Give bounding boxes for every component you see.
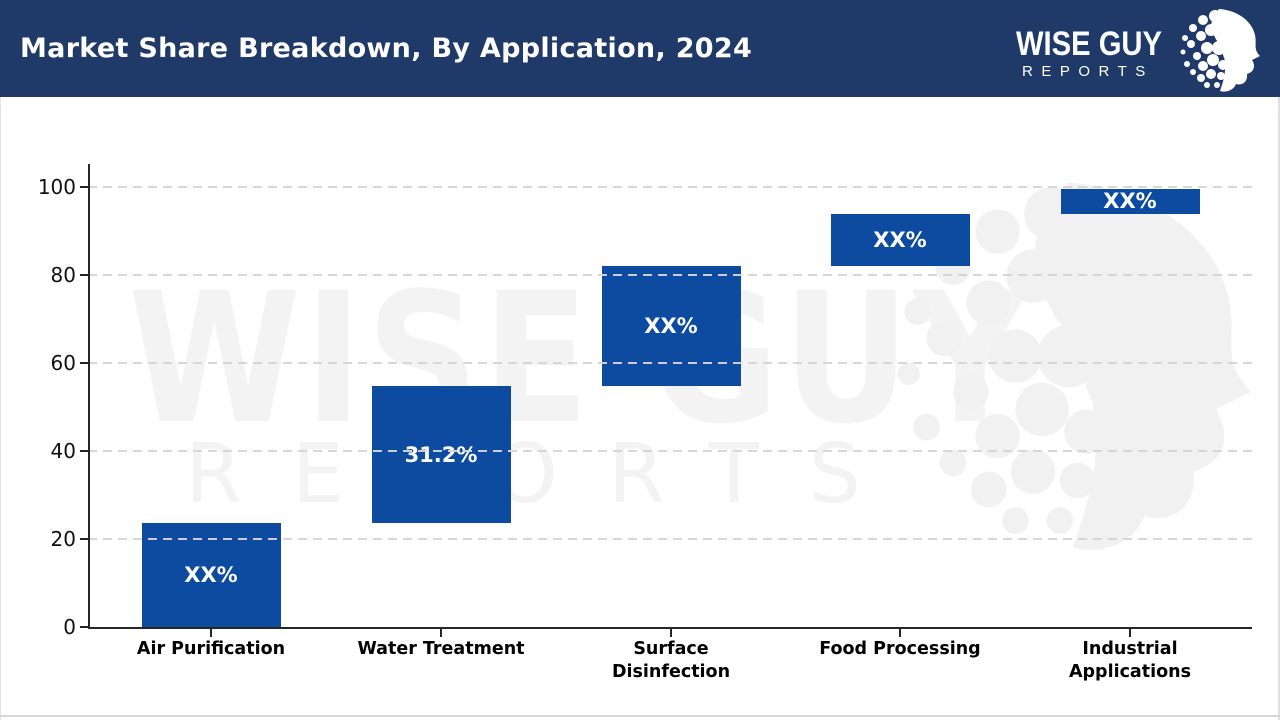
gridline: [88, 449, 1252, 452]
bar: 31.2%: [371, 386, 511, 524]
gridline: [88, 361, 1252, 364]
y-tick-label: 80: [50, 262, 76, 287]
bar-value-label: 31.2%: [404, 442, 478, 467]
x-category-label: Surface Disinfection: [611, 639, 731, 682]
y-tick-mark: [80, 449, 88, 452]
bar: XX%: [601, 265, 741, 387]
x-category-label: Air Purification: [136, 639, 286, 659]
wise-guy-reports-logo: WISE GUY REPORTS: [1016, 9, 1260, 92]
bar: XX%: [1060, 188, 1200, 214]
page-border-left: [0, 97, 1, 720]
y-tick-mark: [80, 273, 88, 276]
page-border-bottom: [0, 715, 1280, 717]
y-tick-mark: [80, 185, 88, 188]
logo-wordmark: WISE GUY: [1016, 25, 1162, 63]
y-tick-mark: [80, 361, 88, 364]
bar-value-label: XX%: [873, 227, 927, 252]
x-tick-mark: [899, 629, 901, 637]
gridline: [88, 273, 1252, 276]
y-tick-label: 60: [50, 350, 76, 375]
x-category-label: Water Treatment: [357, 639, 525, 659]
x-category-label: Industrial Applications: [1068, 639, 1192, 682]
page-title: Market Share Breakdown, By Application, …: [20, 33, 753, 64]
x-tick-mark: [670, 629, 672, 637]
gridline: [88, 537, 1252, 540]
y-axis-line: [88, 164, 90, 629]
y-tick-mark: [80, 626, 88, 628]
y-tick-label: 100: [37, 174, 76, 199]
watermark-reports-text: REPORTS: [185, 427, 911, 522]
bar: XX%: [830, 213, 970, 266]
bar-value-label: XX%: [644, 313, 698, 338]
y-tick-label: 20: [50, 526, 76, 551]
logo-face-icon: [1180, 9, 1260, 92]
y-tick-mark: [80, 537, 88, 540]
bar-value-label: XX%: [184, 563, 238, 588]
x-tick-mark: [1129, 629, 1131, 637]
logo-reports-text: REPORTS: [1022, 63, 1154, 80]
bar-value-label: XX%: [1103, 189, 1157, 214]
watermark-wordmark: WISE GUY: [128, 255, 1031, 464]
bar: XX%: [141, 523, 281, 627]
x-axis-line: [88, 627, 1252, 629]
page-border-right: [1278, 97, 1280, 720]
x-tick-mark: [210, 629, 212, 637]
header-band: Market Share Breakdown, By Application, …: [0, 0, 1280, 97]
x-tick-mark: [440, 629, 442, 637]
x-category-label: Food Processing: [819, 639, 981, 659]
y-tick-label: 0: [63, 615, 76, 639]
y-tick-label: 40: [50, 438, 76, 463]
gridline: [88, 185, 1252, 188]
